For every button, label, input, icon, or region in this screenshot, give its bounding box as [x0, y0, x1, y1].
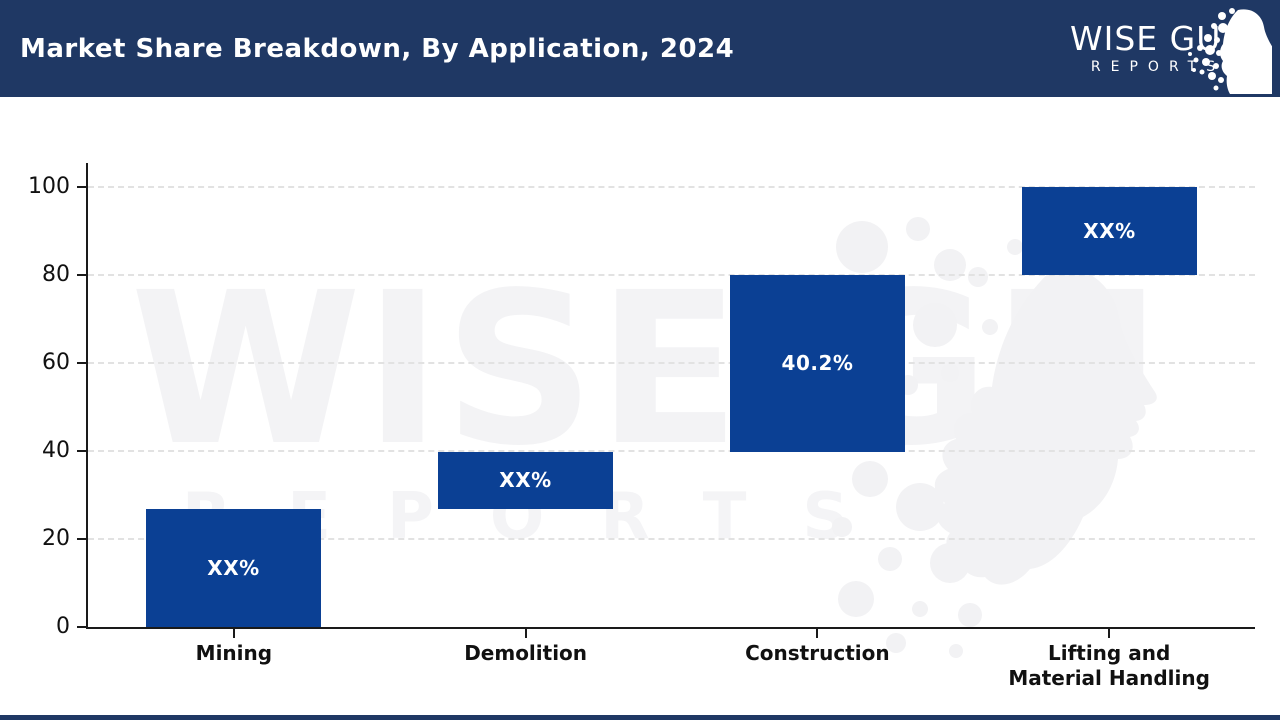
gridline-60: [88, 362, 1255, 364]
bar-value-label-lifting-and: XX%: [1083, 219, 1136, 243]
x-tick-0: [232, 629, 235, 638]
y-tick-label-20: 20: [42, 526, 70, 551]
logo-face-icon: [1188, 8, 1272, 94]
y-tick-20: [77, 538, 86, 540]
waterfall-chart: XX% XX% 40.2% XX% 0 20 40 60 80 100 Mining Demoliti…: [0, 97, 1280, 715]
y-tick-label-60: 60: [42, 350, 70, 375]
y-axis-line: [86, 163, 88, 627]
y-tick-label-0: 0: [56, 614, 70, 639]
header-banner: Market Share Breakdown, By Application, …: [0, 0, 1280, 97]
category-label-1: Demolition: [464, 641, 588, 665]
y-tick-label-40: 40: [42, 438, 70, 463]
bar-demolition: XX%: [438, 451, 613, 510]
bar-mining: XX%: [146, 509, 321, 627]
bar-value-label-demolition: XX%: [499, 468, 552, 493]
logo-subtitle: REPORTS: [1090, 58, 1226, 75]
y-tick-label-100: 100: [28, 174, 70, 199]
bar-value-label-mining: XX%: [207, 556, 260, 581]
page-title: Market Share Breakdown, By Application, …: [20, 33, 735, 64]
gridline-80: [88, 274, 1255, 276]
gridline-100: [88, 186, 1255, 188]
y-tick-60: [77, 362, 86, 364]
y-tick-100: [77, 186, 86, 188]
category-label-3: Lifting and Material Handling: [1008, 641, 1210, 690]
gridline-40: [88, 450, 1255, 452]
y-tick-0: [77, 626, 86, 628]
category-label-2: Construction: [745, 641, 890, 665]
x-tick-1: [524, 629, 527, 638]
bar-lifting-and: XX%: [1022, 187, 1197, 275]
x-axis-line: [86, 627, 1255, 629]
footer-bar: [0, 715, 1280, 720]
gridline-20: [88, 538, 1255, 540]
category-label-0: Mining: [195, 641, 273, 665]
bar-construction: 40.2%: [730, 275, 905, 452]
chart-area: WISE GU REPORTS: [0, 97, 1280, 715]
y-tick-80: [77, 274, 86, 276]
y-tick-label-80: 80: [42, 262, 70, 287]
y-tick-40: [77, 450, 86, 452]
bar-value-label-construction: 40.2%: [781, 351, 854, 376]
x-tick-2: [816, 629, 819, 638]
x-tick-3: [1108, 629, 1111, 638]
brand-logo: WISE GUY REPORTS: [1032, 4, 1272, 94]
